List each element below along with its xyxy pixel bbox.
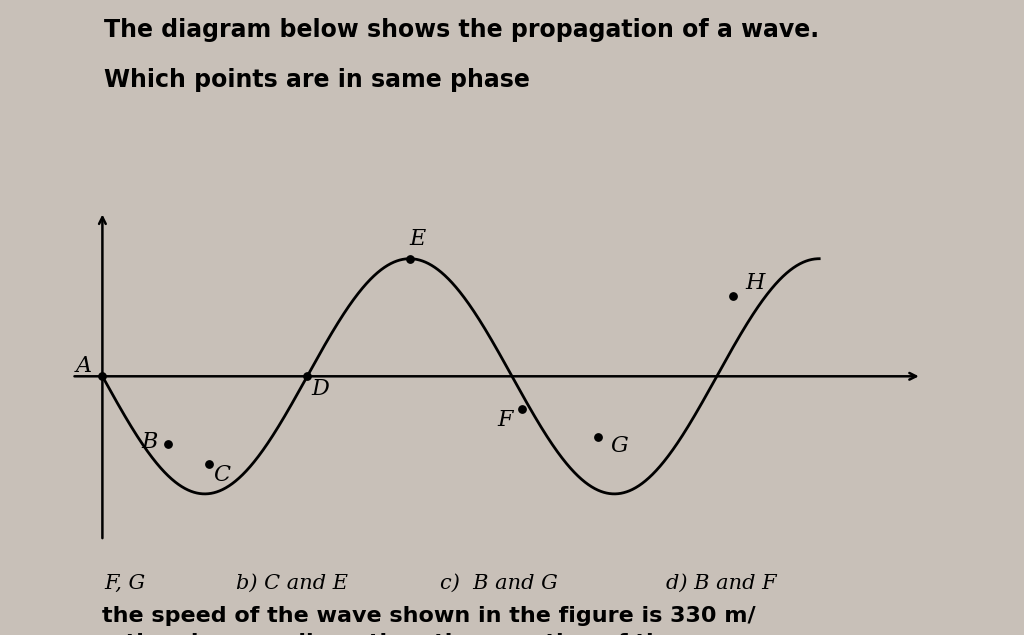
Text: d) B and F: d) B and F (666, 574, 776, 593)
Point (725, 291, 741, 302)
Text: D: D (311, 378, 329, 400)
Point (590, 432, 606, 443)
Text: B: B (141, 431, 158, 453)
Text: n the given medium, then the equation of the wave: n the given medium, then the equation of… (102, 632, 751, 635)
Text: b) C and E: b) C and E (236, 574, 347, 593)
Text: E: E (410, 227, 426, 250)
Point (94, 371, 111, 382)
Text: H: H (745, 272, 765, 294)
Point (401, 253, 418, 264)
Text: Which points are in same phase: Which points are in same phase (104, 68, 530, 92)
Text: The diagram below shows the propagation of a wave.: The diagram below shows the propagation … (104, 18, 819, 42)
Text: G: G (610, 434, 628, 457)
Text: c)  B and G: c) B and G (440, 574, 558, 593)
Text: F, G: F, G (104, 574, 145, 593)
Text: F: F (498, 409, 513, 431)
Text: A: A (76, 354, 92, 377)
Point (201, 459, 217, 469)
Point (160, 439, 176, 450)
Point (299, 371, 315, 382)
Text: the speed of the wave shown in the figure is 330 m/: the speed of the wave shown in the figur… (102, 606, 756, 625)
Text: C: C (213, 464, 230, 486)
Point (514, 404, 530, 414)
